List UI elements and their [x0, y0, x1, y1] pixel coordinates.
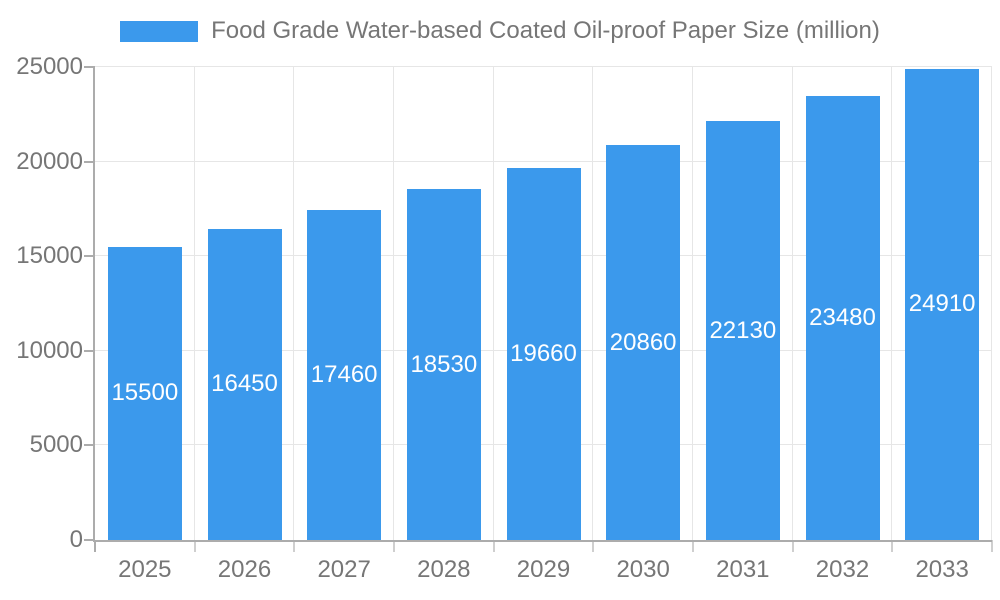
bar-value-label: 20860	[609, 328, 677, 356]
y-gridline	[95, 160, 992, 162]
x-tick-label: 2031	[716, 556, 770, 583]
bar: 18530	[406, 189, 481, 540]
y-axis-line	[93, 67, 95, 540]
x-tick-label: 2032	[815, 556, 870, 583]
x-tick-mark	[891, 540, 894, 552]
bar-value-label: 19660	[510, 340, 577, 367]
y-tick-mark	[84, 255, 95, 258]
bar-value-label: 23480	[809, 303, 876, 331]
bar: 24910	[905, 68, 980, 540]
legend[interactable]: Food Grade Water-based Coated Oil-proof …	[0, 17, 1000, 45]
bar: 22130	[705, 121, 780, 540]
y-tick-label: 10000	[16, 336, 83, 364]
bar-value-label: 17460	[310, 360, 378, 388]
x-tick-label: 2025	[118, 556, 172, 583]
x-tick-label: 2029	[516, 556, 571, 583]
x-tick-mark	[492, 540, 495, 552]
y-tick-label: 0	[69, 526, 83, 553]
y-tick-mark	[84, 444, 95, 447]
x-tick-mark	[991, 540, 993, 552]
x-tick-label: 2026	[217, 556, 272, 583]
x-tick-label: 2030	[616, 556, 670, 583]
x-tick-mark	[94, 540, 96, 552]
y-tick-mark	[84, 539, 95, 541]
x-axis-line	[93, 540, 992, 542]
x-tick-label: 2033	[915, 556, 969, 583]
y-tick-label: 20000	[16, 147, 83, 175]
bar: 23480	[805, 95, 880, 540]
bar-value-label: 18530	[410, 350, 478, 378]
bar: 15500	[107, 246, 182, 540]
x-tick-mark	[692, 540, 694, 552]
bar: 17460	[307, 209, 382, 540]
x-gridline	[991, 67, 992, 540]
y-tick-label: 15000	[16, 242, 83, 270]
legend-label: Food Grade Water-based Coated Oil-proof …	[211, 17, 880, 44]
y-tick-mark	[84, 349, 95, 352]
bar: 16450	[207, 228, 282, 540]
bar-value-label: 22130	[709, 316, 777, 344]
x-gridline	[692, 67, 693, 540]
y-tick-label: 25000	[16, 53, 83, 80]
y-tick-mark	[84, 66, 95, 68]
x-gridline	[293, 67, 295, 540]
bar-value-label: 16450	[211, 370, 278, 398]
x-gridline	[891, 67, 893, 540]
x-gridline	[393, 67, 394, 540]
y-tick-label: 5000	[29, 431, 83, 459]
bar: 20860	[606, 145, 681, 540]
x-gridline	[492, 67, 494, 540]
bar: 19660	[506, 168, 581, 540]
legend-swatch-icon	[120, 20, 199, 42]
bar-value-label: 15500	[111, 379, 179, 407]
x-tick-label: 2028	[417, 556, 471, 583]
x-tick-label: 2027	[317, 556, 371, 583]
x-tick-mark	[791, 540, 794, 552]
y-gridline	[95, 66, 992, 67]
x-tick-mark	[293, 540, 296, 552]
x-tick-mark	[592, 540, 595, 552]
x-gridline	[193, 67, 195, 540]
y-tick-mark	[84, 160, 95, 163]
x-tick-mark	[193, 540, 196, 552]
bar-value-label: 24910	[908, 290, 976, 318]
x-tick-mark	[393, 540, 395, 552]
x-gridline	[791, 67, 793, 540]
x-gridline	[592, 67, 594, 540]
